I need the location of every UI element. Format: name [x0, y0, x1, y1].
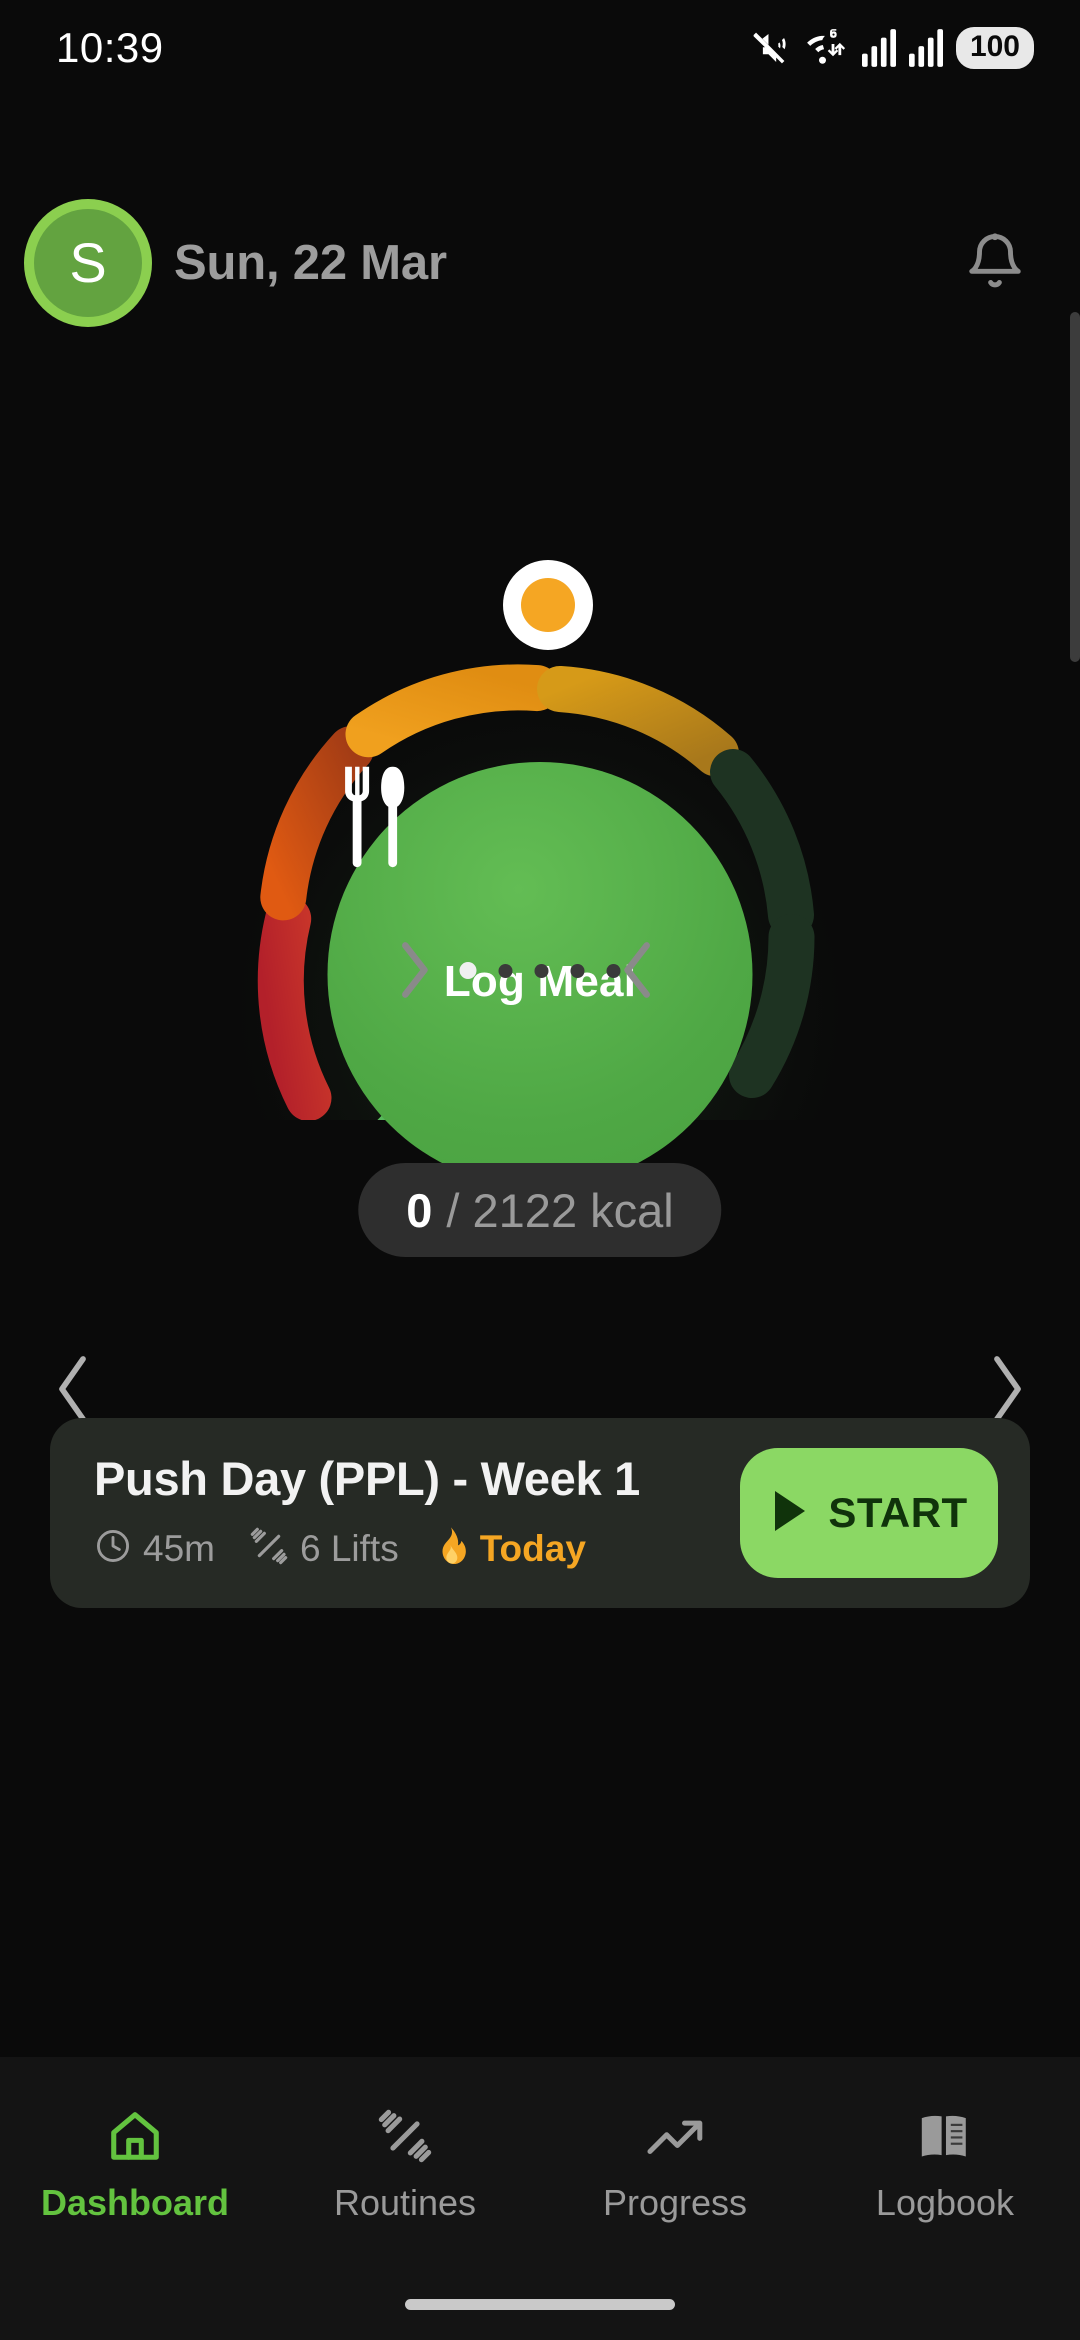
workout-schedule-label: Today	[479, 1528, 586, 1569]
mute-icon	[748, 27, 790, 69]
workout-next-button[interactable]	[958, 1336, 1054, 1446]
calorie-gauge[interactable]: Log Meal	[0, 330, 1080, 1187]
gauge-prev-button[interactable]	[618, 940, 688, 1010]
book-icon	[916, 2105, 974, 2167]
segment-gold	[537, 666, 739, 777]
nav-item-progress[interactable]: Progress	[561, 2105, 789, 2221]
status-bar-clock: 10:39	[56, 24, 164, 71]
segment-dark-green-2	[729, 914, 815, 1098]
calories-consumed-value: 0	[406, 1183, 433, 1237]
wifi-6-data-icon	[803, 27, 849, 69]
signal-bars-2-icon	[908, 28, 943, 68]
page-dot-3[interactable]	[534, 963, 549, 978]
nav-item-logbook[interactable]: Logbook	[831, 2105, 1059, 2221]
scrollbar[interactable]	[1070, 312, 1080, 662]
workout-prev-button[interactable]	[26, 1336, 122, 1446]
home-indicator[interactable]	[405, 2299, 675, 2310]
workout-schedule-badge: Today	[433, 1526, 586, 1572]
bell-icon	[964, 230, 1026, 297]
dumbbell-icon	[376, 2105, 434, 2167]
calories-goal-label: / 2122 kcal	[446, 1183, 674, 1237]
page-dot-5[interactable]	[606, 963, 621, 978]
page-dot-4[interactable]	[570, 963, 585, 978]
segment-red	[257, 895, 332, 1120]
trending-up-icon	[644, 2105, 706, 2167]
status-bar-icons: 100	[748, 27, 1034, 69]
start-workout-button[interactable]: START	[740, 1448, 998, 1578]
nav-label-routines: Routines	[333, 2182, 477, 2223]
workout-lifts-label: 6 Lifts	[299, 1528, 399, 1569]
workout-duration-label: 45m	[143, 1528, 215, 1569]
chevron-right-icon	[984, 1353, 1028, 1430]
page-dot-1[interactable]	[459, 962, 477, 979]
bottom-navigation: Dashboard Routines Progress	[0, 2057, 1080, 2340]
avatar-initial: S	[34, 209, 142, 317]
battery-percent-badge: 100	[955, 27, 1034, 69]
calorie-outer-segments	[257, 664, 815, 1120]
clock-icon	[94, 1527, 132, 1571]
workout-title: Push Day (PPL) - Week 1	[94, 1451, 640, 1505]
workout-meta-row: 45m 6 Lifts	[94, 1526, 640, 1572]
segment-orange	[345, 664, 560, 758]
app-header: S Sun, 22 Mar	[0, 188, 1080, 338]
workout-lift-count: 6 Lifts	[249, 1526, 399, 1572]
nav-item-dashboard[interactable]: Dashboard	[21, 2105, 249, 2221]
chevron-left-icon	[52, 1353, 96, 1430]
workout-card-pager	[0, 1336, 1080, 1446]
dumbbell-icon	[249, 1526, 289, 1572]
workout-card[interactable]: Push Day (PPL) - Week 1 45m	[50, 1418, 1030, 1608]
gauge-next-button[interactable]	[393, 940, 463, 1010]
calorie-summary-pill[interactable]: 0 / 2122 kcal	[358, 1163, 722, 1257]
segment-orange-deep	[260, 726, 374, 921]
play-icon	[770, 1488, 810, 1539]
calorie-gauge-thumb[interactable]	[503, 560, 593, 650]
status-bar: 10:39	[0, 0, 1080, 96]
avatar[interactable]: S	[24, 199, 152, 327]
notifications-button[interactable]	[952, 220, 1038, 306]
nav-label-dashboard: Dashboard	[40, 2182, 230, 2223]
workout-card-info: Push Day (PPL) - Week 1 45m	[94, 1455, 640, 1572]
nav-label-progress: Progress	[602, 2182, 748, 2223]
nav-label-logbook: Logbook	[875, 2182, 1015, 2223]
page-dot-2[interactable]	[498, 963, 513, 978]
flame-icon	[433, 1526, 469, 1572]
signal-bars-icon	[861, 28, 896, 68]
page-title[interactable]: Sun, 22 Mar	[174, 236, 447, 290]
workout-duration: 45m	[94, 1527, 215, 1571]
home-icon	[106, 2105, 164, 2167]
nav-item-routines[interactable]: Routines	[291, 2105, 519, 2221]
gauge-page-dots[interactable]	[459, 962, 621, 979]
segment-dark-green-1	[710, 749, 814, 938]
start-workout-label: START	[828, 1489, 968, 1536]
